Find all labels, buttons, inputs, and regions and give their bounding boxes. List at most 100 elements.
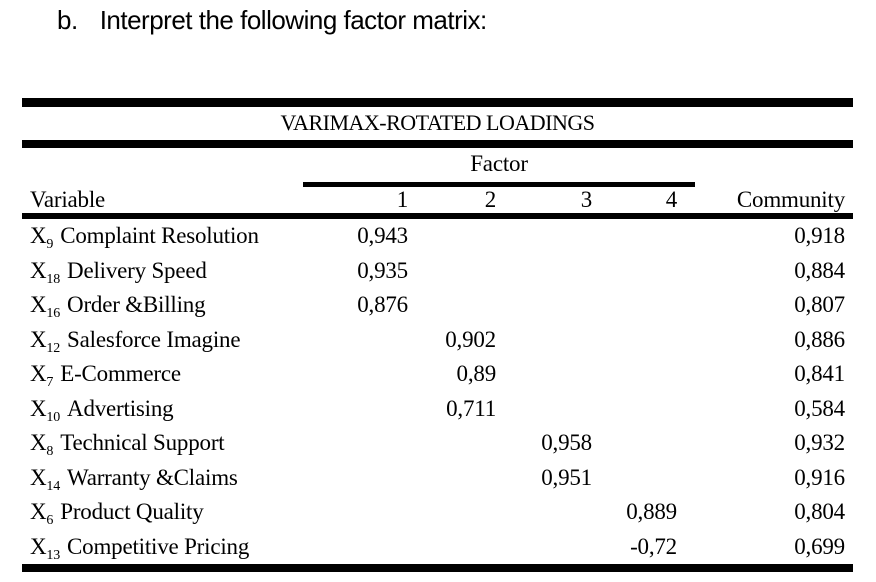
factor3-cell — [496, 219, 592, 254]
factor-matrix-table: VARIMAX-ROTATED LOADINGS Factor Variable… — [22, 98, 853, 572]
community-cell: 0,699 — [794, 533, 845, 559]
col-header-factor1: 1 — [396, 187, 409, 212]
community-cell: 0,886 — [794, 326, 845, 352]
variable-cell: X14 Warranty &Claims — [22, 461, 312, 496]
variable-subscript: 8 — [46, 444, 54, 459]
variable-symbol: X — [30, 326, 47, 352]
factor1-cell — [312, 495, 408, 530]
table-row: X13 Competitive Pricing -0,72 0,699 — [22, 530, 853, 565]
variable-symbol: X — [30, 223, 47, 248]
table-top-rule — [22, 98, 853, 107]
factor2-cell — [408, 219, 496, 254]
title-bottom-rule — [22, 140, 853, 148]
variable-subscript: 16 — [46, 306, 61, 321]
variable-symbol: X — [30, 430, 47, 455]
factor-group-label: Factor — [470, 151, 528, 176]
factor2-cell — [408, 254, 496, 289]
variable-cell: X12 Salesforce Imagine — [22, 323, 312, 358]
variable-label: Complaint Resolution — [60, 223, 259, 248]
factor3-cell — [496, 530, 592, 565]
community-cell: 0,807 — [794, 292, 845, 317]
factor2-cell — [408, 461, 496, 496]
factor4-cell — [592, 254, 677, 289]
variable-cell: X18 Delivery Speed — [22, 254, 312, 289]
factor1-cell: 0,935 — [357, 257, 408, 283]
header-bottom-rule — [22, 213, 853, 219]
table-bottom-rule — [22, 564, 853, 572]
factor4-cell — [592, 288, 677, 323]
variable-subscript: 7 — [46, 375, 54, 390]
factor2-cell — [408, 288, 496, 323]
variable-subscript: 14 — [46, 478, 61, 494]
factor1-cell — [312, 323, 408, 358]
variable-symbol: X — [30, 257, 47, 283]
factor2-cell — [408, 495, 496, 530]
factor3-cell: 0,951 — [541, 464, 592, 490]
variable-subscript: 18 — [46, 271, 61, 287]
factor-group-underline — [303, 182, 695, 187]
factor4-cell: 0,889 — [626, 499, 677, 524]
factor3-cell: 0,958 — [541, 430, 592, 455]
heading-text: Interpret the following factor matrix: — [99, 5, 488, 35]
factor1-cell — [312, 461, 408, 496]
list-marker: b. — [57, 5, 78, 35]
factor2-cell — [408, 530, 496, 565]
variable-subscript: 13 — [46, 547, 61, 563]
table-body: X9 Complaint Resolution 0,943 0,918 X18 De… — [22, 219, 853, 564]
factor3-cell — [496, 392, 592, 427]
table-row: X18 Delivery Speed 0,935 0,884 — [22, 254, 853, 289]
variable-symbol: X — [30, 361, 47, 386]
variable-label: Order &Billing — [67, 292, 206, 317]
variable-cell: X13 Competitive Pricing — [22, 530, 312, 565]
variable-label: Delivery Speed — [67, 257, 207, 283]
variable-symbol: X — [30, 533, 47, 559]
variable-label: Warranty &Claims — [67, 464, 238, 490]
variable-subscript: 6 — [46, 513, 54, 528]
table-row: X10 Advertising 0,711 0,584 — [22, 392, 853, 427]
variable-subscript: 12 — [46, 340, 61, 356]
factor4-cell — [592, 219, 677, 254]
factor2-cell — [408, 426, 496, 461]
table-row: X7 E-Commerce 0,89 0,841 — [22, 357, 853, 392]
factor1-cell — [312, 357, 408, 392]
factor1-cell: 0,943 — [357, 223, 408, 248]
community-cell: 0,918 — [794, 223, 845, 248]
variable-label: Salesforce Imagine — [67, 326, 241, 352]
factor2-cell: 0,711 — [446, 395, 496, 421]
variable-cell: X9 Complaint Resolution — [22, 219, 312, 254]
community-cell: 0,884 — [794, 257, 845, 283]
factor2-cell: 0,902 — [445, 326, 496, 352]
table-row: X12 Salesforce Imagine 0,902 0,886 — [22, 323, 853, 358]
factor3-cell — [496, 323, 592, 358]
exercise-heading: b. Interpret the following factor matrix… — [57, 5, 487, 36]
factor3-cell — [496, 357, 592, 392]
community-cell: 0,584 — [794, 395, 845, 421]
variable-label: Advertising — [67, 395, 174, 421]
factor4-cell — [592, 426, 677, 461]
factor4-cell — [592, 461, 677, 496]
variable-subscript: 9 — [46, 237, 54, 252]
variable-label: Technical Support — [60, 430, 225, 455]
variable-symbol: X — [30, 464, 47, 490]
factor3-cell — [496, 254, 592, 289]
variable-cell: X10 Advertising — [22, 392, 312, 427]
community-cell: 0,916 — [794, 464, 845, 490]
table-row: X16 Order &Billing 0,876 0,807 — [22, 288, 853, 323]
factor2-cell: 0,89 — [456, 361, 497, 386]
factor1-cell — [312, 426, 408, 461]
table-row: X8 Technical Support 0,958 0,932 — [22, 426, 853, 461]
variable-label: E-Commerce — [60, 361, 181, 386]
variable-symbol: X — [30, 395, 47, 421]
community-cell: 0,841 — [794, 361, 845, 386]
col-header-factor3: 3 — [580, 187, 593, 212]
variable-label: Product Quality — [60, 499, 204, 524]
factor1-cell — [312, 530, 408, 565]
variable-cell: X7 E-Commerce — [22, 357, 312, 392]
community-cell: 0,804 — [794, 499, 845, 524]
variable-symbol: X — [30, 499, 47, 524]
factor1-cell — [312, 392, 408, 427]
column-header-row: Variable 1 2 3 4 Community — [22, 187, 853, 213]
community-cell: 0,932 — [794, 430, 845, 455]
variable-cell: X8 Technical Support — [22, 426, 312, 461]
factor1-cell: 0,876 — [357, 292, 408, 317]
